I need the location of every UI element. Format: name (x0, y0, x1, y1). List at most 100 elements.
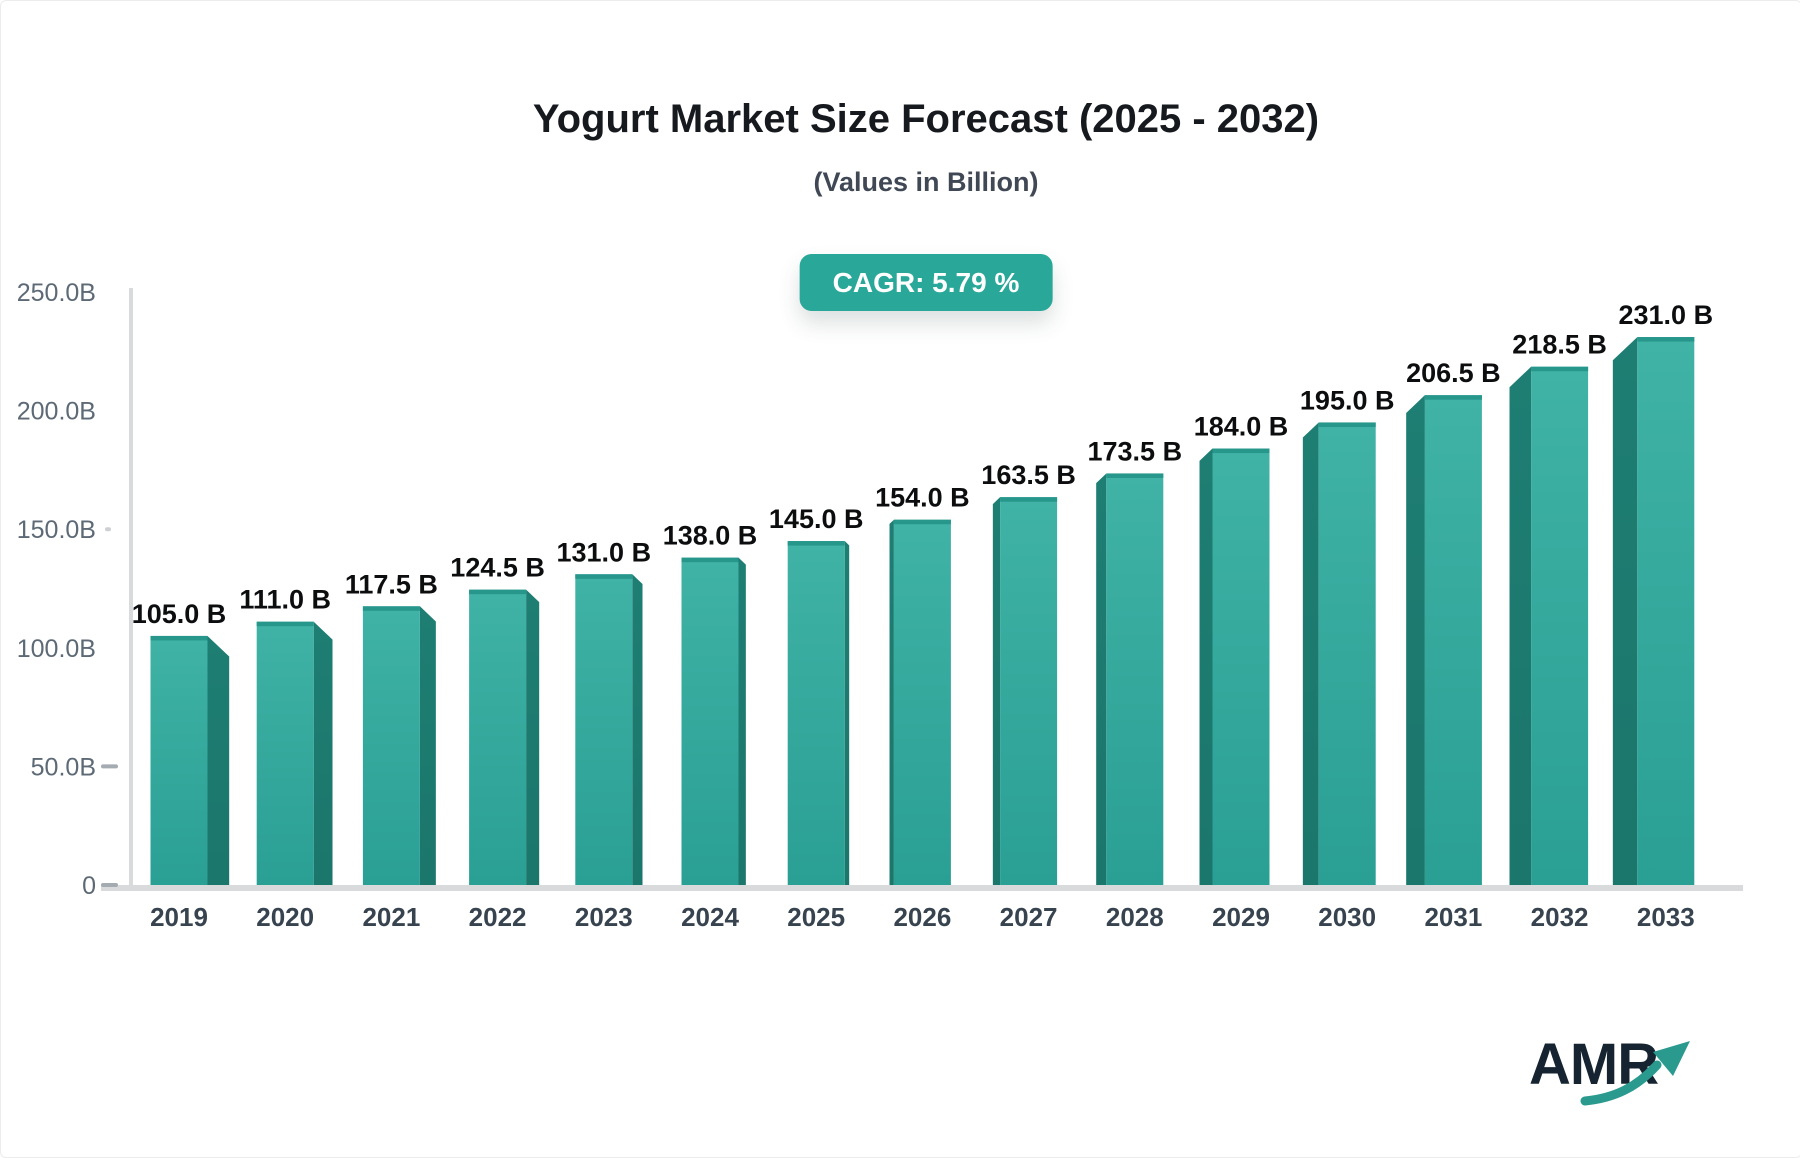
bar-2029: 184.0 B 2029 (1194, 412, 1289, 932)
bar-side-face (526, 589, 540, 885)
x-axis-label: 2030 (1318, 902, 1376, 932)
bar-2023: 131.0 B 2023 (557, 537, 652, 932)
x-axis-label: 2019 (150, 902, 208, 932)
bar-value-label: 173.5 B (1088, 436, 1183, 466)
bar-value-label: 154.0 B (875, 483, 970, 513)
bar-top-band (1000, 497, 1058, 502)
bar-2032: 218.5 B 2032 (1509, 330, 1607, 932)
bar-2027: 163.5 B 2027 (981, 460, 1076, 932)
bar-face (1637, 337, 1695, 885)
bar-value-label: 138.0 B (663, 521, 758, 551)
bar-top-band (256, 621, 314, 627)
bar-top-band (150, 635, 208, 641)
bar-face (787, 541, 845, 885)
bar-side-face (1096, 473, 1107, 885)
x-axis-label: 2032 (1531, 902, 1589, 932)
bar-side-face (313, 621, 333, 885)
bar-top-band (1318, 422, 1376, 427)
bar-2030: 195.0 B 2030 (1300, 385, 1395, 932)
bar-face (1106, 473, 1164, 885)
bar-2020: 111.0 B 2020 (239, 585, 333, 932)
bar-top-band (1531, 366, 1589, 372)
x-axis-line (101, 885, 1743, 891)
bar-top-band (1106, 473, 1164, 478)
bar-side-face (1406, 395, 1425, 885)
bar-face (1000, 497, 1058, 885)
bar-2031: 206.5 B 2031 (1406, 358, 1501, 932)
x-axis-label: 2027 (1000, 902, 1058, 932)
bar-side-face (889, 519, 894, 885)
bar-face (362, 606, 420, 885)
y-axis-label: 50.0B (31, 753, 96, 781)
bar-value-label: 145.0 B (769, 504, 864, 534)
chart-subtitle: (Values in Billion) (813, 167, 1039, 197)
y-axis-label: 150.0B (17, 516, 96, 544)
bar-side-face (1612, 337, 1638, 885)
bar-value-label: 124.5 B (450, 553, 545, 583)
x-axis-label: 2029 (1212, 902, 1270, 932)
x-axis-label: 2023 (575, 902, 633, 932)
x-axis-label: 2022 (469, 902, 527, 932)
tick-mark (101, 764, 118, 769)
bar-value-label: 231.0 B (1619, 300, 1714, 330)
x-axis-label: 2025 (787, 902, 845, 932)
bar-face (1212, 448, 1270, 885)
bar-2025: 145.0 B 2025 (769, 504, 864, 932)
bar-side-face (207, 635, 230, 885)
x-axis-label: 2024 (681, 902, 739, 932)
bar-top-band (1424, 395, 1482, 400)
bar-value-label: 131.0 B (557, 537, 652, 567)
tick-mark (101, 883, 118, 887)
bar-top-band (681, 557, 739, 563)
bar-2019: 105.0 B 2019 (132, 599, 230, 932)
bar-face (1318, 422, 1376, 885)
bar-face (1424, 395, 1482, 885)
bar-face (150, 635, 208, 885)
x-axis-label: 2020 (256, 902, 314, 932)
y-axis-label: 0 (82, 872, 96, 900)
x-axis-label: 2028 (1106, 902, 1164, 932)
bar-face (893, 519, 951, 885)
chart-title: Yogurt Market Size Forecast (2025 - 2032… (532, 97, 1320, 141)
bar-value-label: 218.5 B (1512, 330, 1607, 360)
growth-arrow-icon (1580, 1041, 1690, 1106)
bar-top-band (1212, 448, 1270, 454)
bar-value-label: 111.0 B (239, 585, 331, 615)
bar-side-face (1509, 366, 1532, 885)
bar-face (575, 574, 633, 885)
x-axis-label: 2031 (1424, 902, 1482, 932)
x-axis-label: 2033 (1637, 902, 1695, 932)
bar-side-face (1199, 448, 1213, 885)
bar-face (681, 557, 739, 885)
bar-2022: 124.5 B 2022 (450, 553, 545, 932)
bar-face (1531, 366, 1589, 885)
bar-top-band (1637, 337, 1695, 342)
bar-face (469, 589, 527, 885)
tick-mark (105, 527, 111, 532)
y-axis-label: 100.0B (17, 635, 96, 663)
bar-value-label: 163.5 B (981, 460, 1076, 490)
y-axis-label: 250.0B (17, 279, 96, 307)
bar-side-face (738, 557, 746, 885)
y-axis-line (129, 288, 133, 888)
bar-2026: 154.0 B 2026 (875, 483, 970, 932)
bar-2033: 231.0 B 2033 (1612, 300, 1714, 932)
bar-side-face (419, 606, 436, 885)
bar-value-label: 184.0 B (1194, 412, 1289, 442)
bar-top-band (787, 541, 845, 546)
bar-side-face (992, 497, 1001, 885)
bar-value-label: 195.0 B (1300, 385, 1395, 415)
bar-2024: 138.0 B 2024 (663, 521, 758, 932)
x-axis-label: 2021 (362, 902, 420, 932)
bar-top-band (893, 519, 951, 525)
x-axis-label: 2026 (893, 902, 951, 932)
bar-value-label: 105.0 B (132, 599, 227, 629)
bar-value-label: 206.5 B (1406, 358, 1501, 388)
bar-value-label: 117.5 B (345, 569, 438, 599)
cagr-badge: CAGR: 5.79 % (799, 254, 1053, 311)
bar-2028: 173.5 B 2028 (1088, 436, 1183, 932)
bar-top-band (575, 574, 633, 579)
amr-logo: AMR (1529, 1031, 1719, 1121)
bar-top-band (469, 589, 527, 595)
